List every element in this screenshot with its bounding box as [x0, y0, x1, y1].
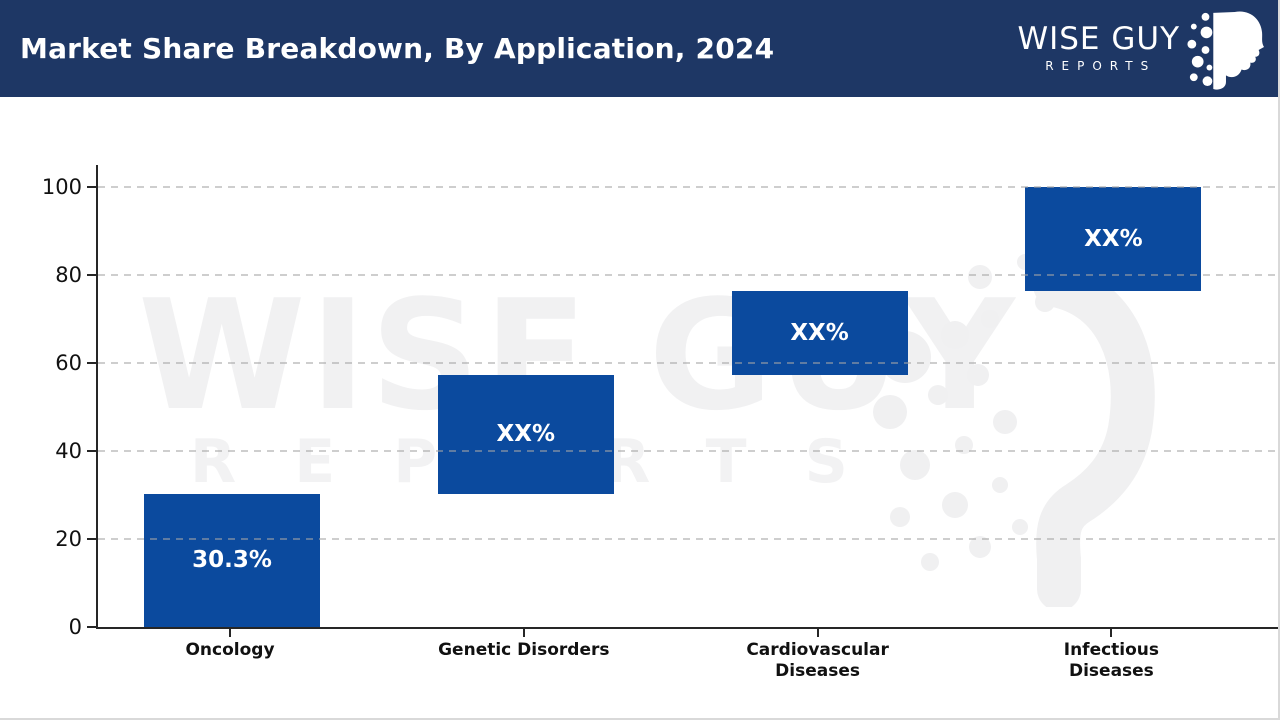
y-tick-label: 60	[55, 351, 82, 375]
y-tick-label: 20	[55, 527, 82, 551]
chart: WISE GUY REPORTS 30.3%XX%XX%XX% 02040608…	[0, 97, 1278, 718]
y-tick-mark	[87, 362, 96, 364]
x-tick-mark	[229, 629, 231, 637]
y-gridline	[98, 362, 1278, 364]
x-tick-label: Infectious Diseases	[1063, 640, 1160, 681]
bar	[437, 374, 614, 494]
y-tick-mark	[87, 626, 96, 628]
bar	[731, 290, 908, 375]
bar-value-label: XX%	[790, 319, 849, 346]
y-tick-mark	[87, 450, 96, 452]
x-tick-label: Oncology	[185, 640, 275, 660]
x-tick-mark	[816, 629, 819, 637]
y-tick-mark	[87, 538, 96, 540]
x-tick-label: Genetic Disorders	[438, 640, 610, 660]
bar	[144, 493, 320, 627]
header: Market Share Breakdown, By Application, …	[0, 0, 1278, 97]
logo-subtitle: REPORTS	[1045, 59, 1157, 73]
bar-value-label: XX%	[496, 421, 556, 448]
y-tick-label: 100	[41, 175, 82, 199]
wise-guy-logo: WISE GUY REPORTS	[1017, 7, 1264, 91]
y-gridline	[98, 274, 1278, 276]
y-gridline	[98, 450, 1278, 452]
logo-wordmark: WISE GUY	[1017, 21, 1180, 57]
logo-face-icon	[1187, 10, 1264, 90]
y-gridline	[98, 186, 1278, 188]
y-tick-label: 0	[68, 615, 82, 639]
y-tick-label: 40	[55, 439, 82, 463]
x-tick-mark	[522, 629, 525, 637]
logo-text: WISE GUY REPORTS	[1017, 21, 1180, 74]
page-title: Market Share Breakdown, By Application, …	[20, 32, 775, 65]
plot-area: 30.3% XX% XX% XX%	[96, 165, 1278, 629]
bar-value-label: 30.3%	[192, 547, 272, 574]
y-tick-mark	[87, 186, 96, 188]
bar-value-label: XX%	[1084, 225, 1143, 252]
y-gridline	[98, 538, 1278, 540]
x-tick-label: Cardiovascular Diseases	[746, 640, 889, 681]
y-tick-label: 80	[55, 263, 82, 287]
x-tick-mark	[1110, 629, 1113, 637]
y-tick-mark	[87, 274, 96, 276]
